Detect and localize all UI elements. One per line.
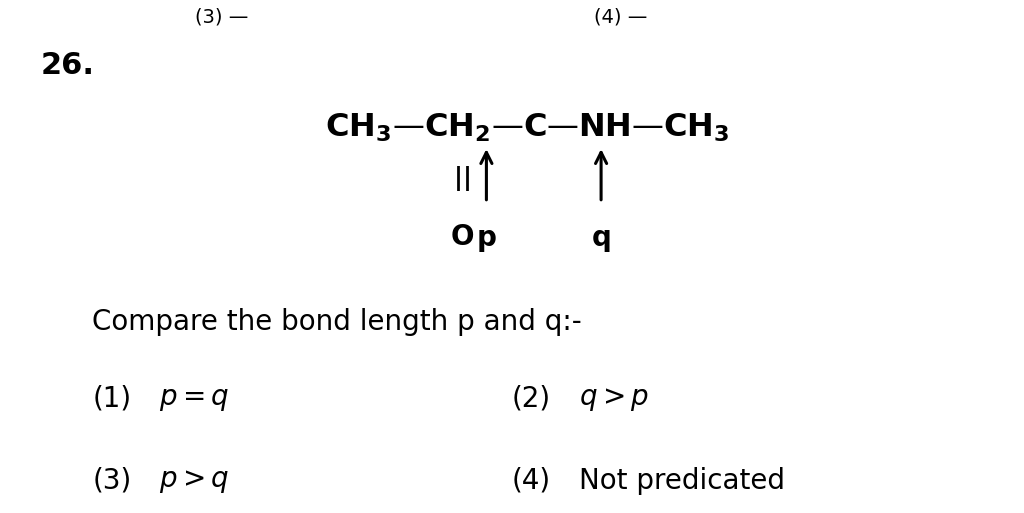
Text: (1): (1) bbox=[92, 385, 131, 413]
Text: (2): (2) bbox=[512, 385, 551, 413]
Text: $\bf{CH_3}$—$\bf{CH_2}$—$\bf{C}$—$\bf{NH}$—$\bf{CH_3}$: $\bf{CH_3}$—$\bf{CH_2}$—$\bf{C}$—$\bf{NH… bbox=[325, 111, 730, 144]
Text: (3) —: (3) — bbox=[195, 8, 248, 27]
Text: (4): (4) bbox=[512, 467, 551, 495]
Text: (3): (3) bbox=[92, 467, 131, 495]
Text: $p > q$: $p > q$ bbox=[159, 467, 229, 495]
Text: $\bf{||}$: $\bf{||}$ bbox=[454, 164, 470, 193]
Text: $\bf{p}$: $\bf{p}$ bbox=[476, 226, 497, 254]
Text: Compare the bond length p and q:-: Compare the bond length p and q:- bbox=[92, 308, 582, 336]
Text: $q > p$: $q > p$ bbox=[579, 385, 648, 413]
Text: 26.: 26. bbox=[41, 51, 95, 81]
Text: $\bf{O}$: $\bf{O}$ bbox=[450, 223, 474, 251]
Text: (4) —: (4) — bbox=[594, 8, 647, 27]
Text: Not predicated: Not predicated bbox=[579, 467, 784, 495]
Text: $p = q$: $p = q$ bbox=[159, 385, 229, 413]
Text: $\bf{q}$: $\bf{q}$ bbox=[591, 226, 611, 254]
